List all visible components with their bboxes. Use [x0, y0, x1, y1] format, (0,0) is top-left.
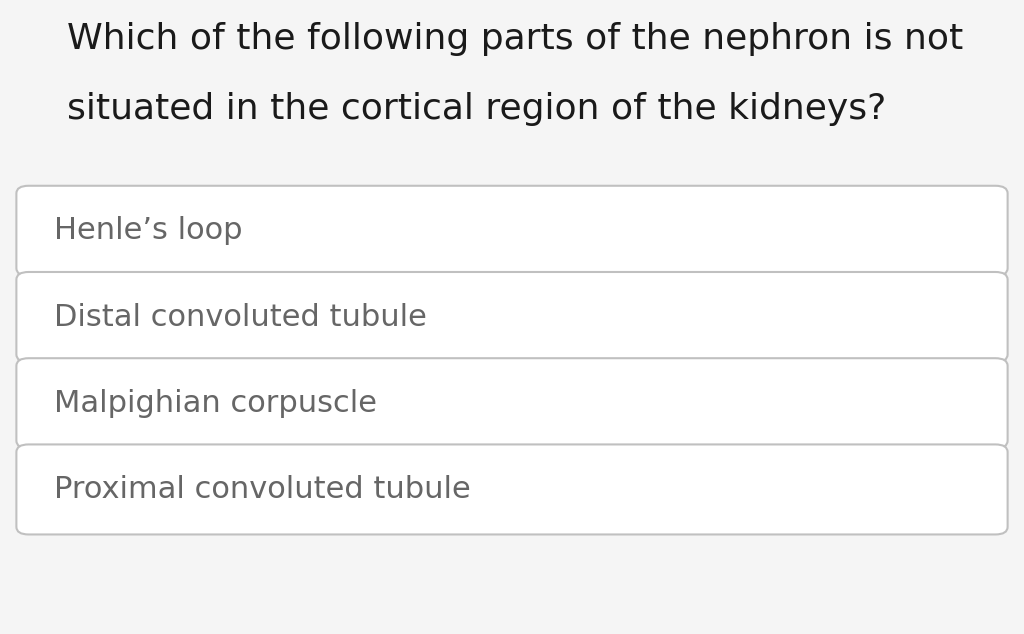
Text: Which of the following parts of the nephron is not: Which of the following parts of the neph…: [67, 22, 963, 56]
FancyBboxPatch shape: [16, 272, 1008, 362]
Text: Proximal convoluted tubule: Proximal convoluted tubule: [54, 475, 471, 504]
Text: Malpighian corpuscle: Malpighian corpuscle: [54, 389, 377, 418]
Text: Henle’s loop: Henle’s loop: [54, 216, 243, 245]
FancyBboxPatch shape: [16, 444, 1008, 534]
FancyBboxPatch shape: [16, 358, 1008, 448]
FancyBboxPatch shape: [16, 186, 1008, 276]
Text: situated in the cortical region of the kidneys?: situated in the cortical region of the k…: [67, 92, 886, 126]
Text: Distal convoluted tubule: Distal convoluted tubule: [54, 302, 427, 332]
